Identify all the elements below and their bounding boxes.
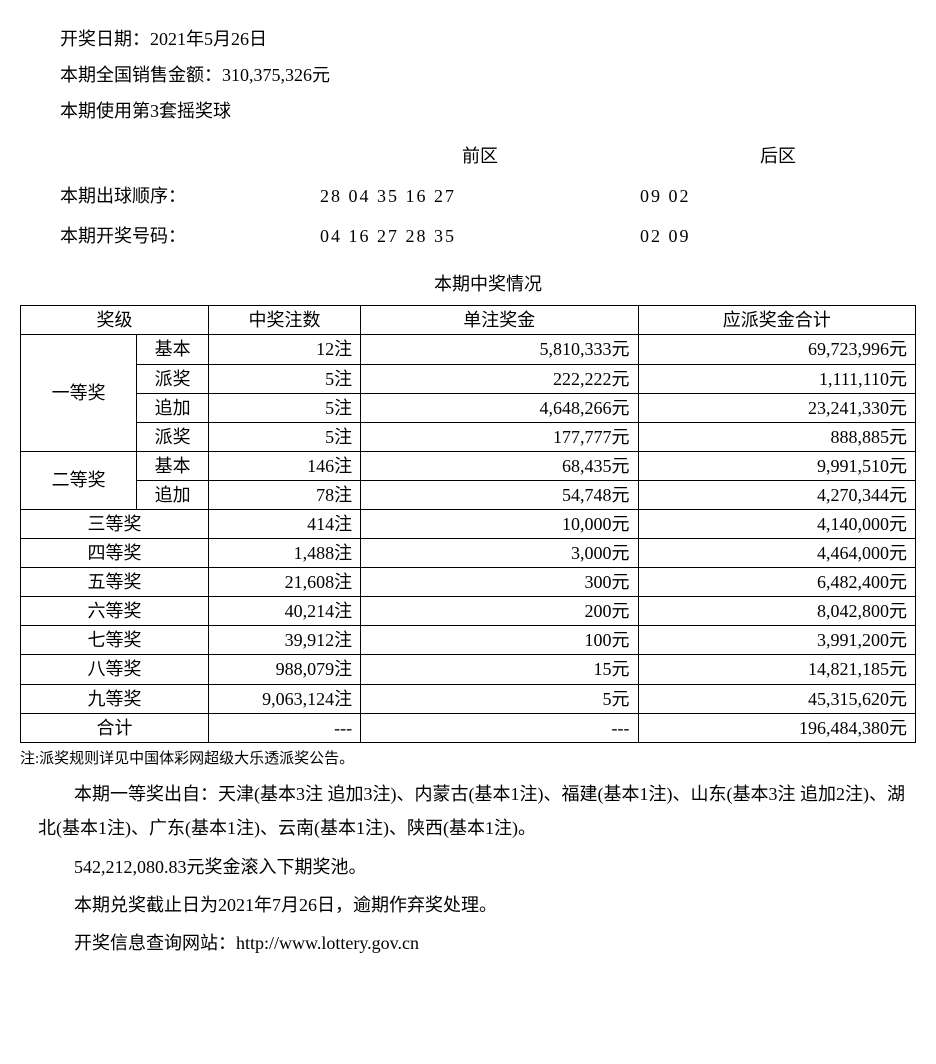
table-title: 本期中奖情况	[60, 267, 916, 301]
table-row: 一等奖 基本 12注 5,810,333元 69,723,996元	[21, 335, 916, 364]
table-row: 四等奖1,488注3,000元4,464,000元	[21, 539, 916, 568]
table-row: 五等奖21,608注300元6,482,400元	[21, 568, 916, 597]
draw-order-back: 09 02	[640, 179, 916, 213]
table-sum-row: 合计------196,484,380元	[21, 713, 916, 742]
col-level: 奖级	[21, 306, 209, 335]
col-per: 单注奖金	[361, 306, 638, 335]
draw-numbers-grid: 前区 后区 本期出球顺序： 28 04 35 16 27 09 02 本期开奖号…	[60, 139, 916, 254]
back-area-label: 后区	[640, 139, 916, 173]
table-row: 追加 78注 54,748元 4,270,344元	[21, 480, 916, 509]
draw-result-front: 04 16 27 28 35	[320, 219, 640, 253]
table-header-row: 奖级 中奖注数 单注奖金 应派奖金合计	[21, 306, 916, 335]
table-row: 派奖 5注 177,777元 888,885元	[21, 422, 916, 451]
table-row: 七等奖39,912注100元3,991,200元	[21, 626, 916, 655]
sales-value: 310,375,326元	[222, 65, 330, 85]
first-prize-label: 一等奖	[21, 335, 137, 451]
table-row: 九等奖9,063,124注5元45,315,620元	[21, 684, 916, 713]
ballset-line: 本期使用第3套摇奖球	[60, 94, 916, 128]
second-prize-label: 二等奖	[21, 451, 137, 509]
sales-line: 本期全国销售金额：310,375,326元	[60, 58, 916, 92]
deadline-paragraph: 本期兑奖截止日为2021年7月26日，逾期作弃奖处理。	[38, 888, 916, 922]
sales-label: 本期全国销售金额：	[60, 65, 222, 85]
table-row: 三等奖414注10,000元4,140,000元	[21, 509, 916, 538]
prize-table: 奖级 中奖注数 单注奖金 应派奖金合计 一等奖 基本 12注 5,810,333…	[20, 305, 916, 742]
draw-result-back: 02 09	[640, 219, 916, 253]
col-total: 应派奖金合计	[638, 306, 915, 335]
draw-date-line: 开奖日期：2021年5月26日	[60, 22, 916, 56]
footnote: 注:派奖规则详见中国体彩网超级大乐透派奖公告。	[20, 745, 916, 774]
winners-paragraph: 本期一等奖出自：天津(基本3注 追加3注)、内蒙古(基本1注)、福建(基本1注)…	[38, 777, 916, 845]
col-count: 中奖注数	[208, 306, 360, 335]
draw-result-label: 本期开奖号码：	[60, 219, 320, 253]
draw-order-label: 本期出球顺序：	[60, 179, 320, 213]
table-row: 八等奖988,079注15元14,821,185元	[21, 655, 916, 684]
front-area-label: 前区	[320, 139, 640, 173]
draw-order-front: 28 04 35 16 27	[320, 179, 640, 213]
table-row: 派奖 5注 222,222元 1,111,110元	[21, 364, 916, 393]
rollover-paragraph: 542,212,080.83元奖金滚入下期奖池。	[38, 850, 916, 884]
table-row: 追加 5注 4,648,266元 23,241,330元	[21, 393, 916, 422]
draw-date-value: 2021年5月26日	[150, 29, 267, 49]
website-paragraph: 开奖信息查询网站：http://www.lottery.gov.cn	[38, 926, 916, 960]
draw-date-label: 开奖日期：	[60, 29, 150, 49]
table-row: 二等奖 基本 146注 68,435元 9,991,510元	[21, 451, 916, 480]
table-row: 六等奖40,214注200元8,042,800元	[21, 597, 916, 626]
